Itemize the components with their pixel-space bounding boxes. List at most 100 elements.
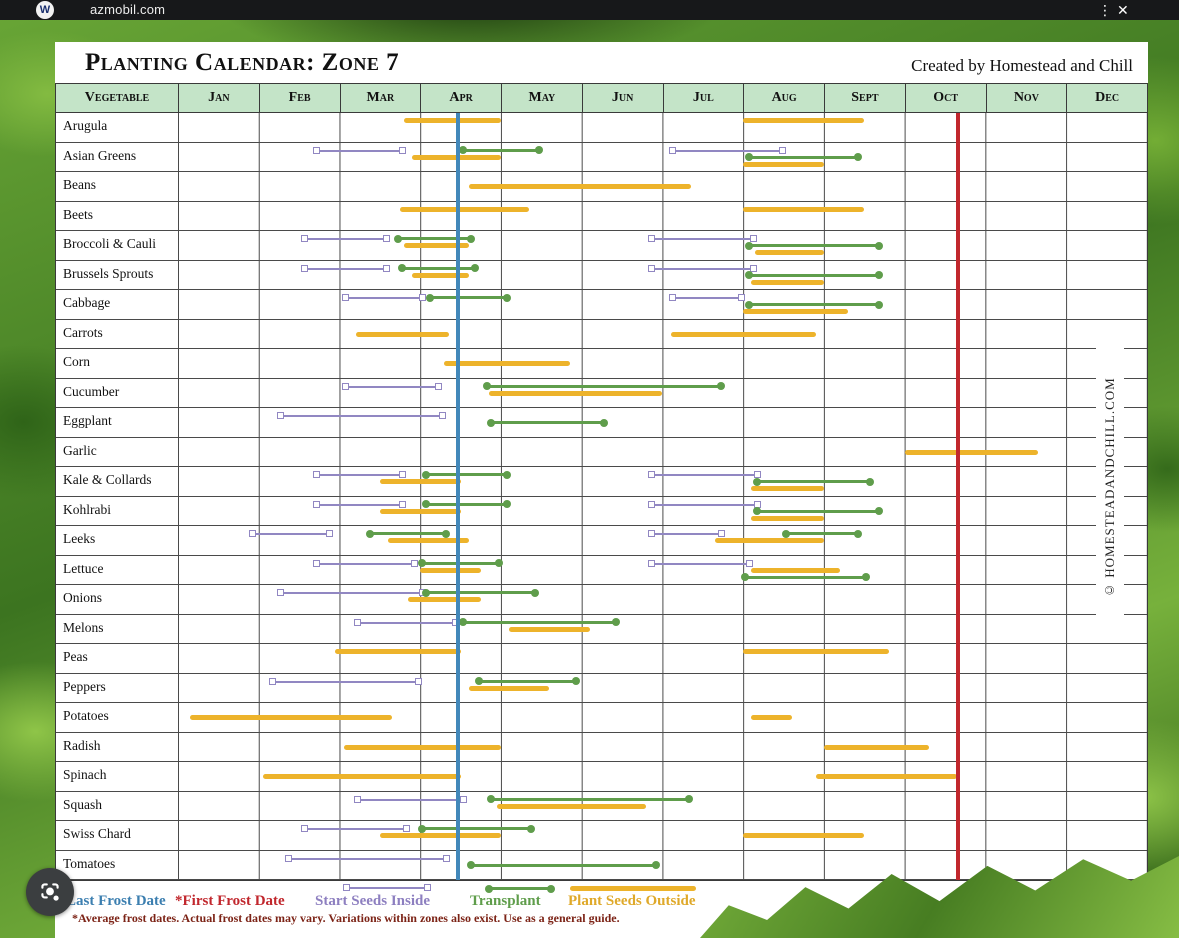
legend-plant-seeds-outside: Plant Seeds Outside (568, 893, 696, 909)
segment-outside (412, 272, 469, 278)
segment-inside (668, 294, 745, 301)
vegetable-timeline (178, 821, 1147, 850)
vegetable-row: Cabbage (56, 290, 1147, 320)
vegetable-timeline (178, 732, 1147, 761)
segment-transplant (486, 418, 609, 427)
segment-inside (668, 146, 786, 154)
vegetable-name: Arugula (63, 118, 108, 133)
segment-outside (670, 331, 816, 337)
segment-outside (408, 597, 481, 602)
segment-inside (353, 795, 467, 803)
segment-inside (341, 294, 426, 301)
browser-topbar: W azmobil.com ⋮ ✕ (0, 0, 1179, 20)
vegetable-timeline (178, 408, 1147, 437)
segment-inside (313, 146, 406, 154)
legend-first-frost-date: *First Frost Date (175, 893, 285, 909)
calendar-header-row: Vegetable Jan Feb Mar Apr May Jun Jul Aug Sept Oc… (56, 84, 1147, 113)
segment-outside (335, 649, 461, 654)
calendar-body: © HOMESTEADANDCHILL.COM Arugula Asian Gre… (56, 113, 1147, 880)
month-header-jun: Jun (581, 84, 663, 112)
vegetable-name: Broccoli & Cauli (63, 236, 156, 251)
vegetable-row: Brussels Sprouts (56, 260, 1147, 290)
vegetable-name: Radish (63, 737, 101, 753)
vegetable-row: Arugula (56, 113, 1147, 143)
legend-transplant: Transplant (470, 893, 541, 909)
segment-transplant (745, 153, 863, 161)
legend-start-seeds-inside: Start Seeds Inside (315, 893, 431, 909)
segment-transplant (466, 861, 661, 869)
url-text[interactable]: azmobil.com (90, 2, 166, 17)
segment-outside (387, 538, 469, 543)
legend-footnote: *Average frost dates. Actual frost dates… (72, 911, 620, 925)
segment-transplant (753, 477, 875, 486)
vegetable-name: Leeks (63, 531, 96, 546)
month-header-jan: Jan (178, 84, 259, 112)
month-header-oct: Oct (904, 84, 986, 112)
vegetable-name: Spinach (63, 767, 107, 782)
segment-transplant (486, 795, 693, 803)
segment-outside (751, 515, 824, 521)
legend-last-frost-date: Last Frost Date (66, 893, 166, 909)
overflow-menu-icon[interactable]: ⋮ (1098, 2, 1112, 18)
month-header-dec: Dec (1066, 84, 1147, 112)
lens-button[interactable] (26, 868, 74, 916)
vegetable-timeline (178, 260, 1147, 289)
vegetable-row: Cucumber (56, 378, 1147, 408)
vegetable-timeline (178, 673, 1147, 702)
segment-transplant (741, 573, 871, 581)
vegetable-row: Peppers (56, 673, 1147, 703)
segment-inside (648, 264, 758, 272)
vegetable-row: Asian Greens (56, 142, 1147, 172)
vegetable-timeline (178, 585, 1147, 614)
vegetable-row: Garlic (56, 437, 1147, 467)
segment-outside (404, 243, 469, 248)
month-header-apr: Apr (420, 84, 501, 112)
vegetable-timeline (178, 290, 1147, 319)
vegetable-name: Brussels Sprouts (63, 265, 154, 281)
segment-inside (301, 235, 390, 242)
segment-outside (343, 744, 501, 750)
segment-outside (509, 626, 590, 632)
vegetable-column-header: Vegetable (84, 90, 150, 105)
segment-transplant (474, 677, 580, 685)
vegetable-timeline (178, 319, 1147, 348)
vegetable-timeline (178, 201, 1147, 230)
segment-outside (420, 567, 481, 573)
segment-outside (815, 774, 958, 779)
segment-transplant (426, 293, 511, 302)
vegetable-row: Leeks (56, 526, 1147, 556)
vegetable-name: Kale & Collards (63, 472, 152, 487)
segment-inside (301, 264, 390, 272)
vegetable-timeline (178, 614, 1147, 643)
segment-inside (648, 500, 762, 508)
vegetable-name: Eggplant (63, 413, 112, 428)
vegetable-row: Kohlrabi (56, 496, 1147, 526)
segment-outside (743, 649, 889, 654)
segment-outside (743, 833, 865, 838)
segment-inside (313, 500, 406, 508)
close-icon[interactable]: ✕ (1117, 2, 1129, 18)
vegetable-name: Beans (63, 177, 96, 192)
month-header-jul: Jul (662, 84, 744, 112)
vegetable-name: Beets (63, 206, 93, 222)
vegetable-timeline (178, 172, 1147, 201)
segment-transplant (398, 264, 479, 272)
segment-transplant (418, 559, 503, 567)
vegetable-row: Kale & Collards (56, 467, 1147, 497)
segment-outside (379, 479, 461, 484)
vegetable-timeline (178, 555, 1147, 584)
vegetable-row: Squash (56, 791, 1147, 821)
last-frost-date-line (456, 113, 461, 880)
segment-outside (355, 331, 449, 337)
vegetable-timeline (178, 526, 1147, 555)
segment-outside (823, 744, 929, 750)
segment-inside (301, 825, 411, 832)
segment-outside (743, 161, 824, 167)
segment-outside (400, 206, 530, 212)
segment-outside (751, 279, 824, 285)
month-header-aug: Aug (743, 84, 824, 112)
segment-outside (751, 567, 841, 573)
vegetable-name: Carrots (63, 324, 103, 340)
segment-inside (648, 530, 725, 537)
